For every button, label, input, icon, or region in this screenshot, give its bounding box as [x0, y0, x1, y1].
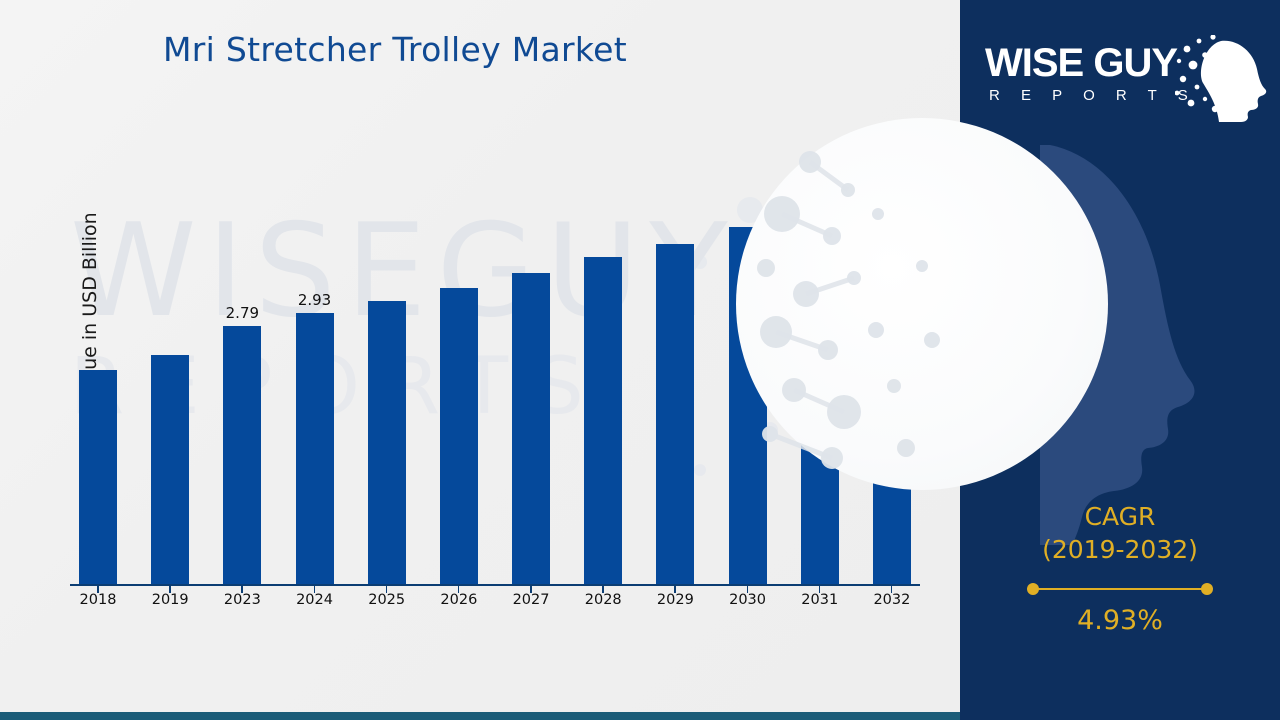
x-axis-tick [169, 585, 171, 593]
x-axis-tick [241, 585, 243, 593]
brand-logo-subtitle: R E P O R T S [989, 87, 1197, 104]
x-axis-label-2025: 2025 [368, 592, 406, 608]
bar-column [575, 150, 631, 593]
x-axis-label-2027: 2027 [512, 592, 550, 608]
x-axis-tick [530, 585, 532, 593]
cagr-block: CAGR (2019-2032) 4.93% [960, 500, 1280, 636]
bar-2028 [584, 257, 623, 584]
x-axis-tick [674, 585, 676, 593]
white-circle-decoration [736, 118, 1108, 490]
bar-2026 [439, 287, 478, 584]
x-axis-tick [818, 585, 821, 593]
x-axis-tick [457, 585, 460, 593]
x-axis-label-2018: 2018 [79, 592, 117, 608]
x-axis-label-2029: 2029 [656, 592, 694, 608]
bar-2019 [151, 355, 190, 584]
bottom-accent-strip [0, 712, 962, 720]
divider-dot-right [1201, 583, 1213, 595]
bar-column [503, 150, 559, 593]
bar-column: 2.93 [287, 150, 343, 593]
brand-logo[interactable]: WISE GUY R E P O R T S [985, 35, 1267, 123]
x-axis-label-2030: 2030 [729, 592, 766, 608]
x-axis-tick [746, 585, 749, 593]
bar-2027 [512, 272, 551, 584]
bar-column [647, 150, 703, 593]
x-axis-label-2032: 2032 [873, 592, 911, 608]
x-axis-label-2024: 2024 [296, 592, 333, 608]
bar-2023 [223, 326, 262, 584]
bar-2024 [295, 313, 334, 584]
x-axis-tick [97, 585, 99, 593]
x-axis-tick [890, 585, 893, 593]
x-axis-label-2028: 2028 [584, 592, 622, 608]
brand-logo-wordmark: WISE GUY [985, 41, 1178, 85]
cagr-label: CAGR [1084, 502, 1156, 531]
cagr-value: 4.93% [1077, 605, 1163, 636]
head-network-icon [1175, 35, 1267, 122]
x-axis-label-2023: 2023 [223, 592, 261, 608]
bar-column [142, 150, 198, 593]
divider-rule [1033, 588, 1207, 590]
x-axis-label-2019: 2019 [151, 592, 189, 608]
x-axis-tick [602, 585, 604, 593]
bar-2029 [656, 244, 695, 584]
bar-2018 [79, 369, 117, 584]
bar-2025 [367, 301, 406, 584]
bar-value-label: 2.93 [297, 291, 332, 310]
bar-column: 2.79 [214, 150, 270, 593]
x-axis-tick [385, 585, 388, 593]
page-title: Mri Stretcher Trolley Market [163, 30, 627, 69]
x-axis-tick [313, 585, 316, 593]
bar-value-label: 2.79 [225, 304, 260, 323]
x-axis-line [70, 584, 920, 586]
bar-column [70, 150, 126, 593]
x-axis-label-2031: 2031 [801, 592, 839, 608]
cagr-divider [1027, 583, 1213, 595]
x-axis-tick-labels: 2018 2019 2023 2024 2025 2026 2027 2028 2029 2030… [70, 592, 920, 608]
y-axis-label-wrap: Market Value in USD Billion [30, 180, 101, 600]
bar-column [431, 150, 487, 593]
bar-column [359, 150, 415, 593]
cagr-range: (2019-2032) [1042, 535, 1198, 564]
x-axis-label-2026: 2026 [440, 592, 478, 608]
